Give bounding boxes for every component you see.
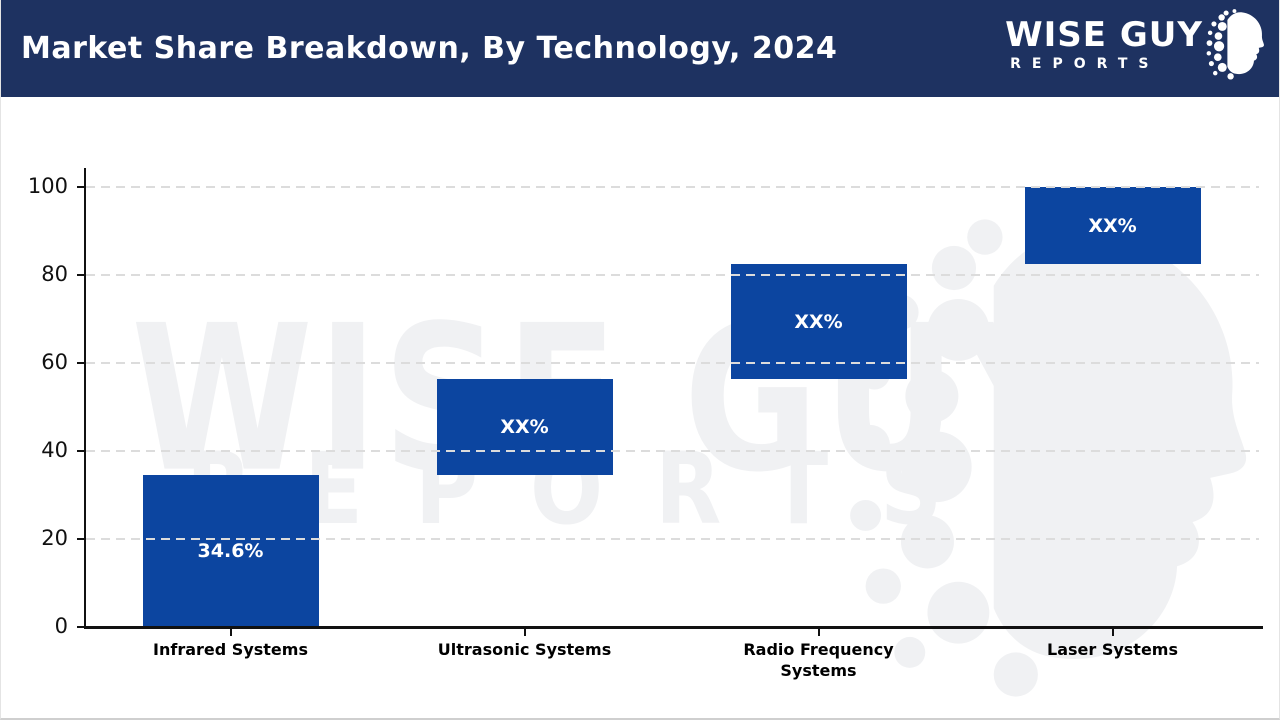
x-tick-mark (523, 629, 526, 636)
x-tick-mark (1111, 629, 1114, 636)
y-tick-label: 100 (27, 174, 68, 198)
gridline (86, 450, 1259, 452)
y-tick-mark (77, 538, 84, 540)
bar-value-label: XX% (794, 310, 843, 333)
bar-value-label: XX% (1088, 214, 1137, 237)
y-tick-label: 80 (41, 262, 68, 286)
chart-area: WISE GUY REPORTS 0 20 40 60 80 100 34.6% Infrar… (1, 97, 1279, 718)
gridline (86, 274, 1259, 276)
page-title: Market Share Breakdown, By Technology, 2… (21, 31, 838, 66)
bar-value-label: 34.6% (197, 539, 264, 562)
y-axis-line (84, 168, 86, 629)
y-tick-mark (77, 450, 84, 452)
x-tick-label-ultrasonic-systems: Ultrasonic Systems (437, 640, 612, 659)
x-tick-label-radio-frequency-systems: Radio Frequency Systems (743, 640, 894, 680)
x-axis-line (84, 626, 1263, 629)
gridline (86, 362, 1259, 364)
x-tick-label-laser-systems: Laser Systems (1047, 640, 1178, 659)
dotted-head-profile-icon (1205, 8, 1269, 82)
logo-wordmark: WISE GUY (1005, 14, 1203, 55)
y-tick-label: 60 (41, 350, 68, 374)
y-tick-label: 20 (41, 526, 68, 550)
bar-ultrasonic-systems: XX% (436, 378, 613, 475)
y-tick-mark (77, 362, 84, 364)
y-tick-label: 40 (41, 438, 68, 462)
x-tick-mark (817, 629, 820, 636)
logo-reports-label: REPORTS (1010, 56, 1160, 73)
gridline (86, 186, 1259, 188)
y-tick-mark (77, 626, 84, 628)
bar-value-label: XX% (500, 415, 549, 438)
bar-laser-systems: XX% (1024, 187, 1201, 265)
plot: 0 20 40 60 80 100 34.6% Infrared Systems XX% Ultr… (1, 97, 1279, 718)
y-tick-label: 0 (54, 614, 68, 638)
y-tick-mark (77, 274, 84, 276)
x-tick-mark (229, 629, 232, 636)
header: Market Share Breakdown, By Technology, 2… (1, 0, 1279, 97)
gridline (86, 538, 1259, 540)
bar-infrared-systems: 34.6% (142, 474, 319, 627)
x-tick-label-infrared-systems: Infrared Systems (153, 640, 308, 659)
y-tick-mark (77, 186, 84, 188)
brand-logo: WISE GUY REPORTS (1005, 8, 1269, 82)
logo-wordmark-block: WISE GUY REPORTS (1005, 14, 1203, 73)
